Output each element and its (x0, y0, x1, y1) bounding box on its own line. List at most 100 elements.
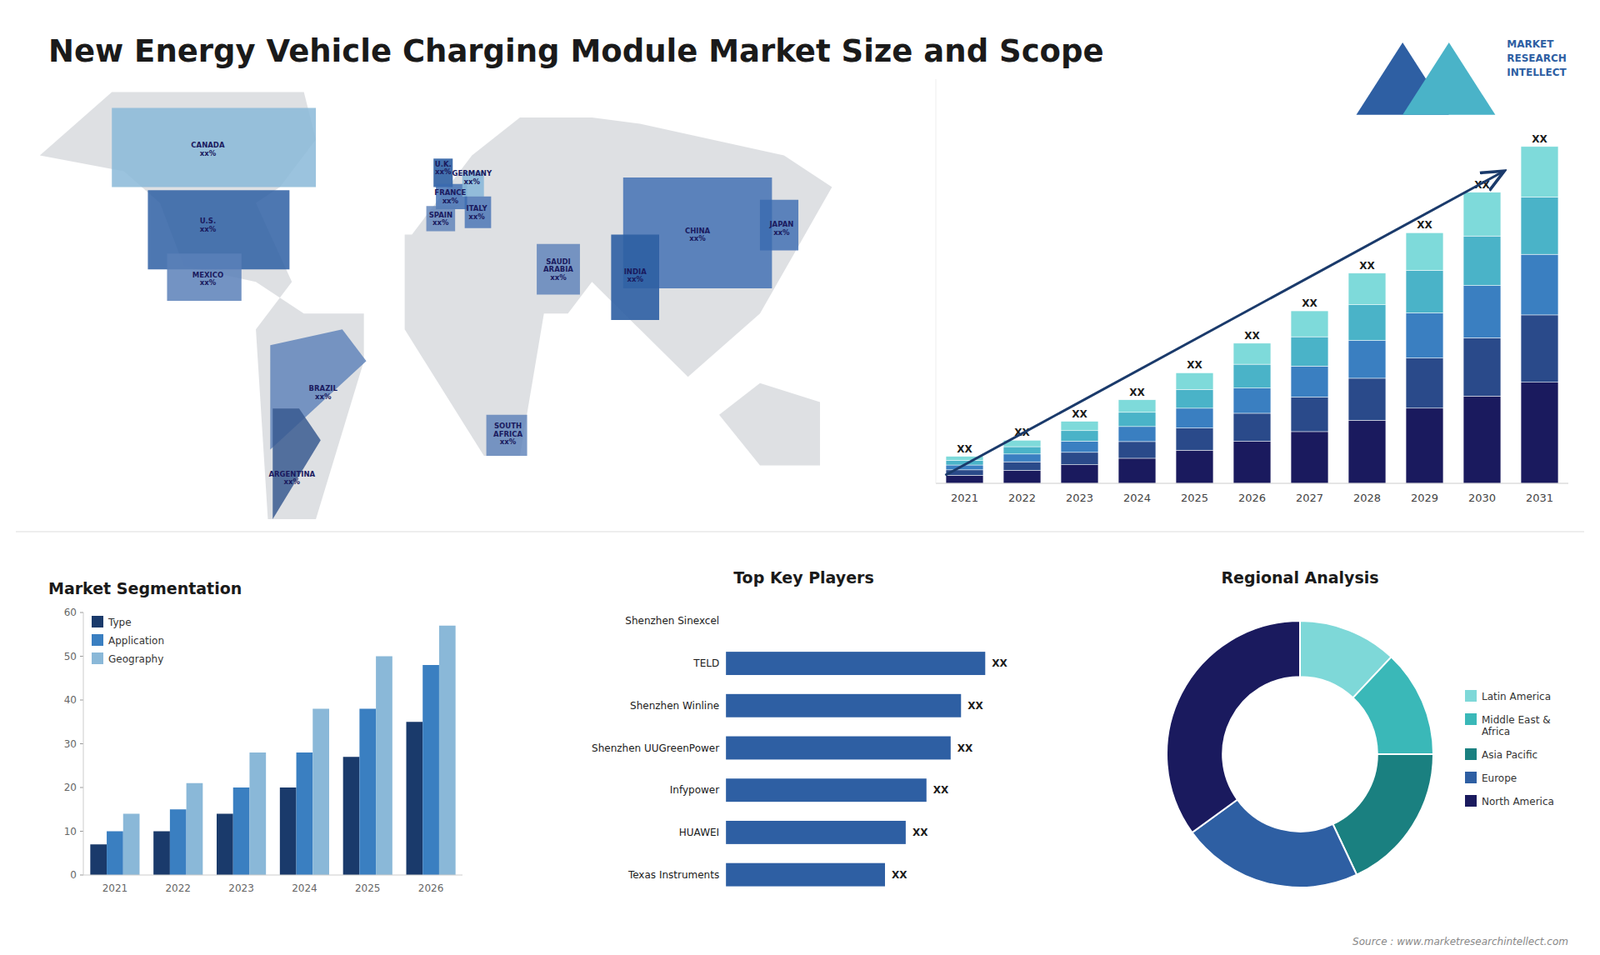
bar-segment (1175, 408, 1214, 429)
map-label: JAPANxx% (768, 220, 794, 237)
text-line: xx% (200, 278, 217, 287)
y-tick (80, 655, 84, 657)
country (426, 205, 456, 231)
x-tick-label: 2022 (1008, 491, 1036, 505)
y-tick-label: 20 (64, 781, 77, 794)
bar (422, 665, 440, 875)
bar-segment (1463, 235, 1501, 285)
bar-segment (1060, 440, 1099, 452)
legend-swatch (91, 615, 104, 628)
bar-segment (1520, 254, 1559, 315)
text-line: SAUDI (545, 257, 571, 266)
map-label: U.S.xx% (200, 216, 217, 234)
horizontal-bar-chart: Top Key PlayersShenzhen SinexcelXXTELDXX… (591, 568, 1008, 887)
legend-swatch (1465, 748, 1477, 760)
map-label: BRAZILxx% (309, 384, 339, 401)
text-line: AFRICA (493, 430, 523, 439)
data-label: XX (1186, 359, 1203, 371)
text-line: CANADA (190, 140, 225, 150)
bar-segment (1060, 452, 1099, 465)
continent (719, 383, 820, 466)
data-label: XX (1301, 297, 1318, 310)
text-line: xx% (500, 437, 517, 446)
bar-segment (1405, 313, 1444, 359)
country (272, 408, 321, 520)
x-tick-label: 2027 (1295, 491, 1324, 505)
bar-segment (1463, 285, 1501, 339)
text-line: xx% (464, 177, 481, 186)
logo-shape (1402, 42, 1495, 115)
country (760, 200, 799, 251)
bar-segment (1118, 458, 1156, 484)
logo-text: MARKETRESEARCHINTELLECT (1506, 38, 1567, 79)
stacked-bar-chart: XXXXXXXXXXXXXXXXXXXXXX202120222023202420… (935, 79, 1569, 505)
text-line: xx% (626, 275, 644, 284)
y-range-line (935, 79, 937, 484)
bar (123, 814, 140, 876)
bar (725, 694, 961, 718)
text-line: xx% (432, 218, 450, 227)
text-line: RESEARCH (1506, 52, 1567, 65)
text-line: xx% (442, 196, 460, 205)
data-label: XX (956, 443, 973, 455)
text-line: SOUTH (494, 421, 522, 430)
legend-label: Asia Pacific (1481, 749, 1538, 761)
text-line: xx% (550, 273, 567, 282)
legend-label: Middle East &Africa (1481, 714, 1551, 738)
background (0, 0, 1600, 955)
text-line: xx% (773, 228, 790, 237)
bar-segment (1118, 412, 1156, 427)
bar-segment (1405, 408, 1444, 484)
bar-segment (1290, 365, 1329, 397)
bar (406, 721, 424, 875)
text-line: xx% (435, 167, 452, 176)
source-note: Source : www.marketresearchintellect.com (1352, 935, 1569, 948)
text-line: FRANCE (434, 188, 466, 197)
bar (725, 651, 985, 675)
bar-segment (1118, 441, 1156, 459)
category-label: TELD (692, 657, 720, 670)
bar-segment (1463, 192, 1501, 236)
bar (249, 752, 266, 875)
bar-segment (1003, 454, 1041, 462)
text-line: xx% (468, 212, 485, 221)
x-tick-label: 2028 (1353, 491, 1381, 505)
map-label: GERMANYxx% (451, 169, 492, 186)
bar-segment (1233, 343, 1271, 365)
category-label: Texas Instruments (627, 869, 720, 881)
map-label: CANADAxx% (190, 140, 225, 158)
x-tick-label: 2030 (1468, 491, 1496, 505)
y-tick (80, 787, 84, 789)
bar-segment (1290, 431, 1329, 484)
donut-chart: Regional Analysis Latin AmericaMiddle Eas… (1166, 568, 1555, 888)
chart-title: Regional Analysis (1220, 568, 1379, 587)
bars (90, 625, 455, 875)
y-tick-label: 10 (64, 825, 77, 838)
bar (439, 625, 456, 875)
text-line: Asia Pacific (1481, 749, 1538, 761)
bar-segment (1290, 336, 1329, 366)
text-line: GERMANY (451, 169, 492, 178)
country (433, 158, 453, 187)
trend-arrow (945, 172, 1502, 476)
x-tick-label: 2021 (102, 882, 129, 895)
data-label: XX (1071, 408, 1088, 420)
map-label: ARGENTINAxx% (268, 470, 315, 487)
bar-segment (1405, 232, 1444, 270)
text-line: BRAZIL (309, 384, 339, 393)
bar (725, 820, 906, 845)
legend: Latin AmericaMiddle East &AfricaAsia Pac… (1465, 690, 1555, 808)
x-tick-label: 2025 (1180, 491, 1209, 505)
bar-segment (1463, 337, 1501, 396)
legend-label: Europe (1481, 772, 1517, 785)
bar-segment (1348, 273, 1386, 305)
page: New Energy Vehicle Charging Module Marke… (0, 0, 1600, 955)
y-tick-label: 60 (64, 606, 77, 619)
legend-label: Geography (108, 653, 164, 665)
category-label: Shenzhen UUGreenPower (591, 742, 720, 755)
bar-segment (1233, 441, 1271, 484)
bar (170, 809, 187, 875)
bar-segment (1405, 270, 1444, 313)
x-tick-label: 2025 (355, 882, 381, 895)
y-tick-label: 30 (64, 738, 77, 750)
